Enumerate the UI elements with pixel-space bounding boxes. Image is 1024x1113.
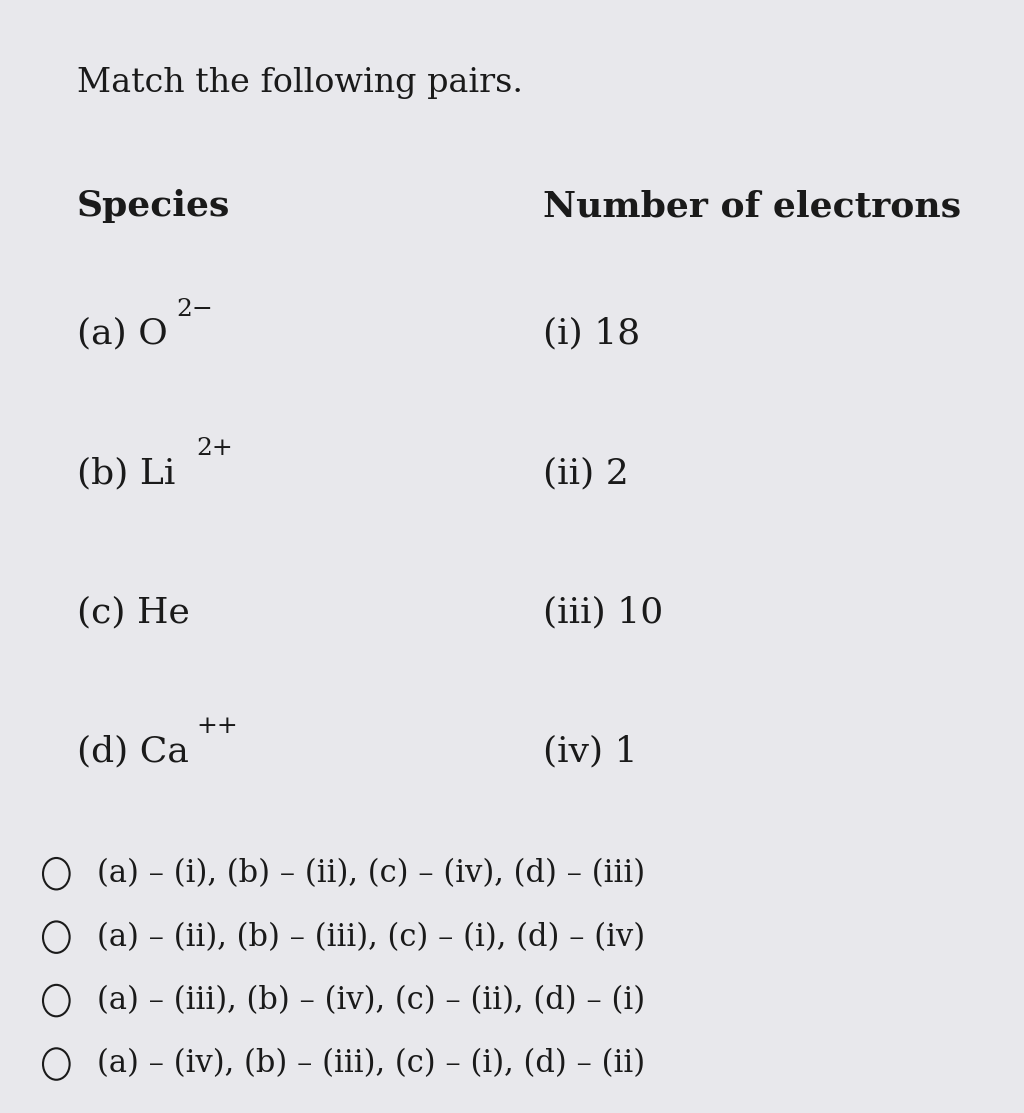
Text: (a) – (ii), (b) – (iii), (c) – (i), (d) – (iv): (a) – (ii), (b) – (iii), (c) – (i), (d) … — [97, 922, 645, 953]
Text: (a) O: (a) O — [77, 317, 168, 351]
Text: 2−: 2− — [176, 298, 213, 321]
Text: (d) Ca: (d) Ca — [77, 735, 188, 768]
Text: (a) – (iii), (b) – (iv), (c) – (ii), (d) – (i): (a) – (iii), (b) – (iv), (c) – (ii), (d)… — [97, 985, 645, 1016]
Text: (a) – (iv), (b) – (iii), (c) – (i), (d) – (ii): (a) – (iv), (b) – (iii), (c) – (i), (d) … — [97, 1048, 645, 1080]
Text: (iv) 1: (iv) 1 — [543, 735, 637, 768]
Text: (ii) 2: (ii) 2 — [543, 456, 629, 490]
Text: ++: ++ — [196, 716, 238, 738]
Text: (a) – (i), (b) – (ii), (c) – (iv), (d) – (iii): (a) – (i), (b) – (ii), (c) – (iv), (d) –… — [97, 858, 645, 889]
Text: 2+: 2+ — [196, 437, 232, 460]
Text: (c) He: (c) He — [77, 595, 189, 629]
Text: Species: Species — [77, 189, 230, 224]
Text: Match the following pairs.: Match the following pairs. — [77, 67, 523, 99]
Text: Number of electrons: Number of electrons — [543, 189, 961, 224]
Text: (i) 18: (i) 18 — [543, 317, 640, 351]
Text: (b) Li: (b) Li — [77, 456, 175, 490]
Text: (iii) 10: (iii) 10 — [543, 595, 663, 629]
